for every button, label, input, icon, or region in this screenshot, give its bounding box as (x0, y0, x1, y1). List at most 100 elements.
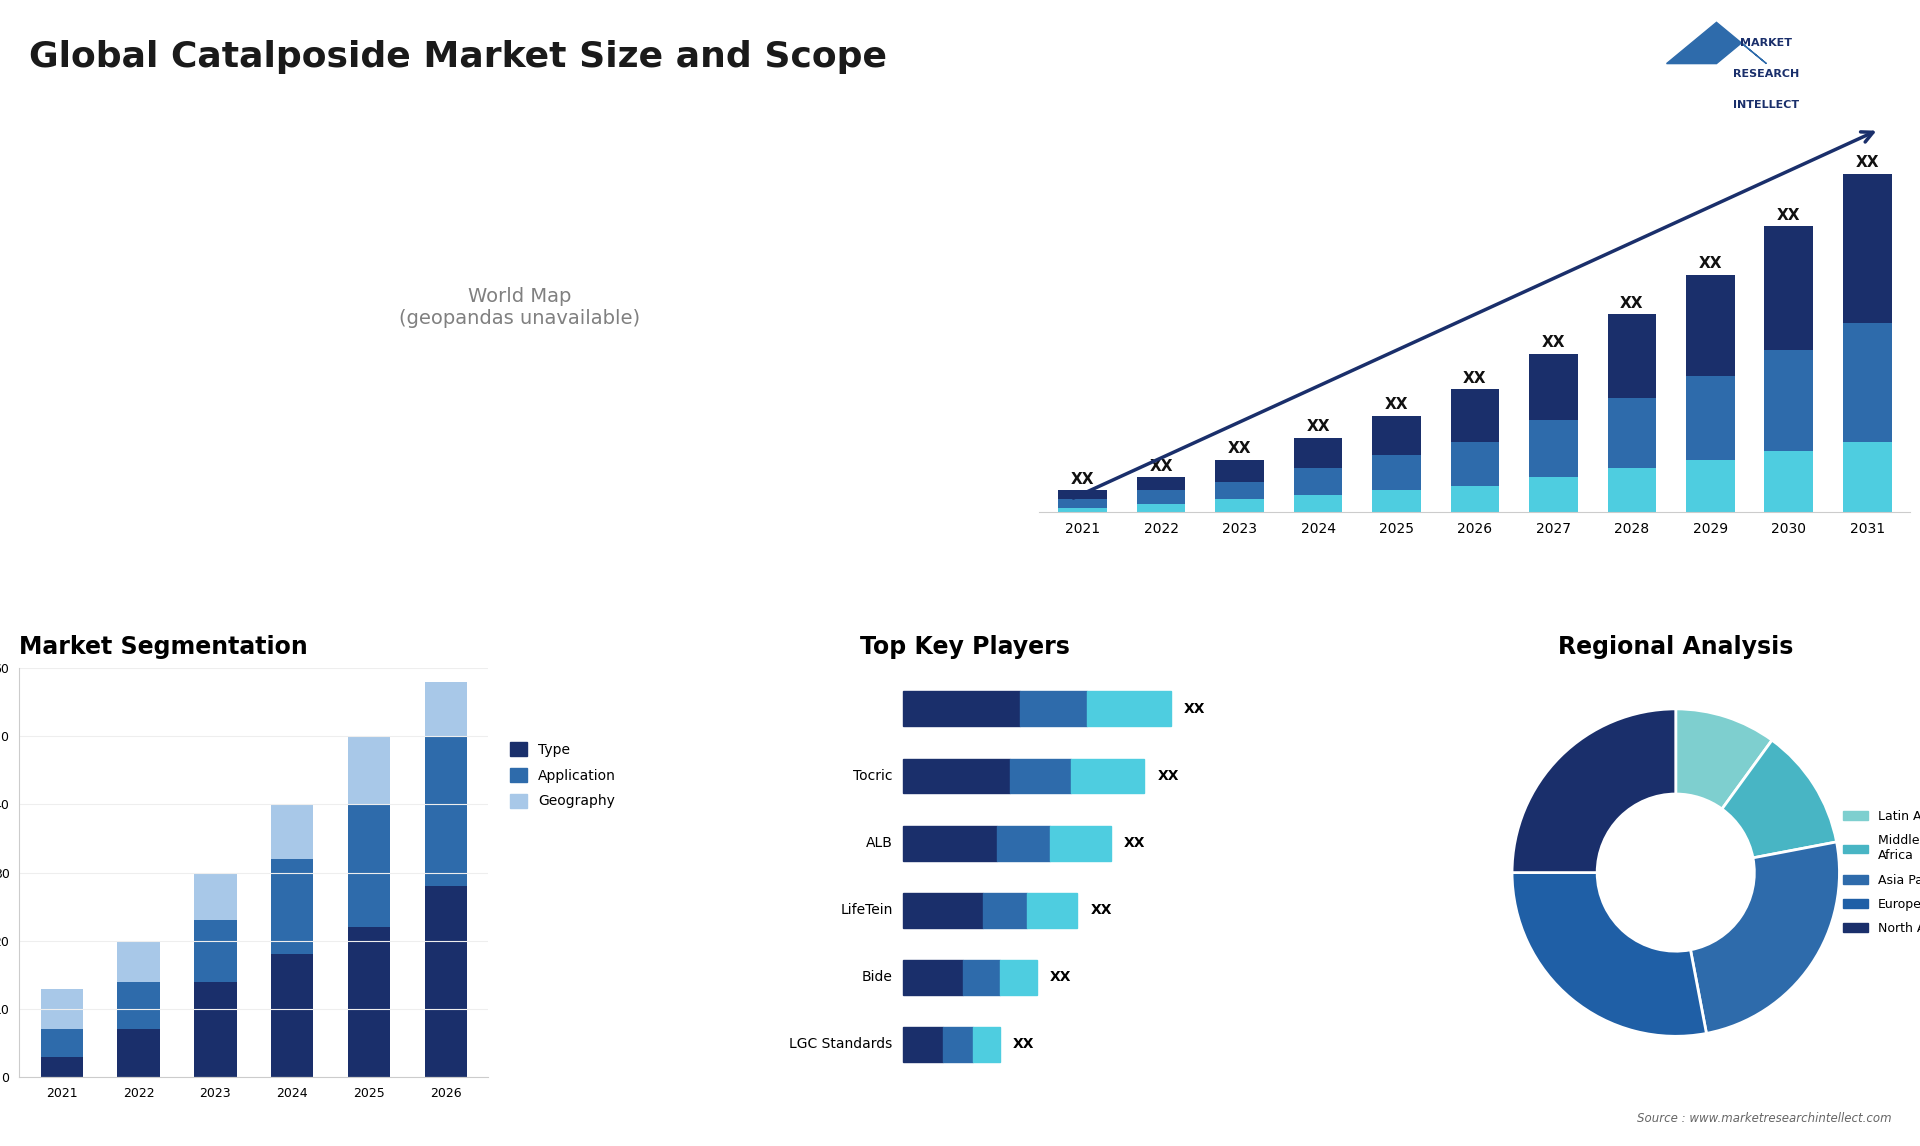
Text: XX: XX (1463, 370, 1486, 386)
Title: Regional Analysis: Regional Analysis (1557, 635, 1793, 659)
Bar (424, 682, 467, 736)
Bar (194, 982, 236, 1077)
Bar (271, 804, 313, 860)
Bar (1137, 490, 1185, 503)
Bar (1215, 460, 1263, 481)
Bar (902, 691, 1020, 727)
Text: XX: XX (1542, 336, 1565, 351)
Bar (902, 826, 996, 861)
Text: XX: XX (1778, 207, 1801, 222)
Bar (1058, 490, 1108, 500)
Text: Global Catalposide Market Size and Scope: Global Catalposide Market Size and Scope (29, 40, 887, 74)
Bar (973, 1027, 1000, 1062)
Bar (1071, 759, 1144, 793)
Legend: Latin America, Middle East &
Africa, Asia Pacific, Europe, North America: Latin America, Middle East & Africa, Asi… (1837, 806, 1920, 940)
Polygon shape (1667, 22, 1766, 63)
Text: Tocric: Tocric (852, 769, 893, 783)
Text: XX: XX (1699, 257, 1722, 272)
Bar (1843, 442, 1891, 512)
Bar (1137, 503, 1185, 512)
Bar (1528, 419, 1578, 477)
Bar (1215, 500, 1263, 512)
Bar (348, 736, 390, 804)
Text: XX: XX (1071, 472, 1094, 487)
Bar (1373, 416, 1421, 455)
Bar (902, 759, 1010, 793)
Bar (1373, 490, 1421, 512)
Bar (1027, 893, 1077, 927)
Bar (902, 960, 964, 995)
Bar (40, 1057, 83, 1077)
Bar (1000, 960, 1037, 995)
Text: XX: XX (1620, 296, 1644, 311)
Text: XX: XX (1158, 769, 1179, 783)
Bar (424, 736, 467, 886)
Bar (1843, 173, 1891, 323)
Text: ALB: ALB (866, 837, 893, 850)
Bar (1058, 508, 1108, 512)
Bar (1294, 469, 1342, 495)
Bar (1764, 227, 1812, 350)
Bar (1050, 826, 1112, 861)
Bar (1607, 469, 1657, 512)
Text: XX: XX (1306, 419, 1331, 434)
Bar (1843, 323, 1891, 442)
Bar (1607, 398, 1657, 469)
Bar (996, 826, 1050, 861)
Text: LifeTein: LifeTein (841, 903, 893, 917)
Text: LGC Standards: LGC Standards (789, 1037, 893, 1052)
Bar (1686, 460, 1734, 512)
Bar (1010, 759, 1071, 793)
Bar (1373, 455, 1421, 490)
Text: RESEARCH: RESEARCH (1734, 69, 1799, 79)
Text: INTELLECT: INTELLECT (1734, 100, 1799, 110)
Bar (902, 893, 983, 927)
Bar (1528, 477, 1578, 512)
Title: Top Key Players: Top Key Players (860, 635, 1069, 659)
Bar (348, 804, 390, 927)
Bar (1528, 354, 1578, 419)
Bar (40, 989, 83, 1029)
Bar (40, 1029, 83, 1057)
Bar (902, 1027, 943, 1062)
Text: XX: XX (1050, 971, 1071, 984)
Text: XX: XX (1150, 458, 1173, 473)
Bar (194, 920, 236, 982)
Wedge shape (1513, 872, 1707, 1036)
Text: Bide: Bide (862, 971, 893, 984)
Bar (1215, 481, 1263, 500)
Bar (117, 941, 159, 982)
Bar (1764, 450, 1812, 512)
Bar (1294, 495, 1342, 512)
Bar (194, 872, 236, 920)
Bar (943, 1027, 973, 1062)
Wedge shape (1722, 740, 1837, 858)
Text: XX: XX (1855, 155, 1880, 170)
Bar (983, 893, 1027, 927)
Bar (1764, 350, 1812, 450)
Text: XX: XX (1091, 903, 1112, 917)
Text: XX: XX (1227, 441, 1252, 456)
Text: Market Segmentation: Market Segmentation (19, 635, 307, 659)
Bar (964, 960, 1000, 995)
Wedge shape (1513, 709, 1676, 872)
Text: Source : www.marketresearchintellect.com: Source : www.marketresearchintellect.com (1636, 1113, 1891, 1125)
Wedge shape (1676, 709, 1772, 809)
Bar (1020, 691, 1087, 727)
Bar (1452, 390, 1500, 442)
Bar (1137, 477, 1185, 490)
Bar (1607, 314, 1657, 398)
Bar (1452, 486, 1500, 512)
Bar (1686, 376, 1734, 460)
Bar (1087, 691, 1171, 727)
Bar (1686, 275, 1734, 376)
Bar (424, 886, 467, 1077)
Text: XX: XX (1384, 397, 1407, 413)
Text: XX: XX (1185, 701, 1206, 716)
Bar (348, 927, 390, 1077)
Bar (271, 955, 313, 1077)
Text: XX: XX (1014, 1037, 1035, 1052)
Legend: Type, Application, Geography: Type, Application, Geography (505, 736, 622, 814)
Text: MARKET: MARKET (1740, 38, 1793, 48)
Bar (1452, 442, 1500, 486)
